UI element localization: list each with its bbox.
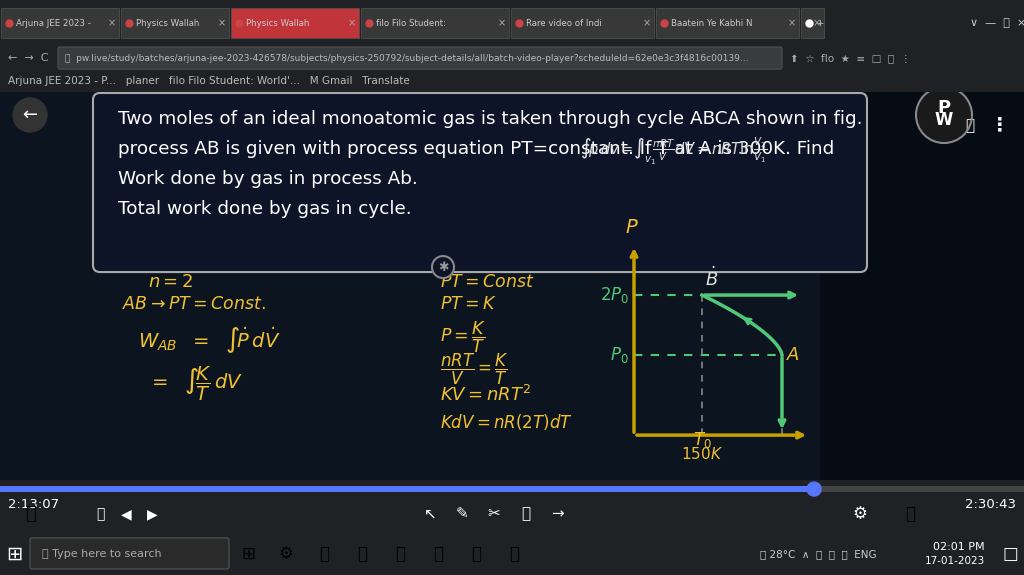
Text: Two moles of an ideal monoatomic gas is taken through cycle ABCA shown in fig.: Two moles of an ideal monoatomic gas is … bbox=[118, 110, 862, 128]
Text: 17-01-2023: 17-01-2023 bbox=[925, 556, 985, 566]
Text: 🌐: 🌐 bbox=[395, 545, 406, 563]
Text: ⊞: ⊞ bbox=[241, 545, 255, 563]
Text: ✎: ✎ bbox=[456, 507, 468, 522]
Text: 🔍 Type here to search: 🔍 Type here to search bbox=[42, 549, 162, 559]
Text: process AB is given with process equation PT=constant. If T at A is 300K. Find: process AB is given with process equatio… bbox=[118, 140, 835, 158]
Text: $150K$: $150K$ bbox=[681, 446, 723, 462]
Bar bbox=[820, 92, 1024, 480]
Text: 🔒  pw.live/study/batches/arjuna-jee-2023-426578/subjects/physics-250792/subject-: 🔒 pw.live/study/batches/arjuna-jee-2023-… bbox=[65, 53, 749, 63]
Text: $A$: $A$ bbox=[786, 346, 800, 364]
Text: $P = \dfrac{K}{T}$: $P = \dfrac{K}{T}$ bbox=[440, 320, 486, 355]
Text: $n = 2$: $n = 2$ bbox=[148, 273, 194, 291]
Text: 2:30:43: 2:30:43 bbox=[965, 498, 1016, 511]
Text: ▶: ▶ bbox=[146, 507, 158, 521]
Text: ⌛: ⌛ bbox=[521, 507, 530, 522]
Text: ←: ← bbox=[23, 106, 38, 124]
Text: ×: × bbox=[643, 18, 651, 28]
Text: $\dfrac{nRT}{V} = \dfrac{K}{T}$: $\dfrac{nRT}{V} = \dfrac{K}{T}$ bbox=[440, 352, 509, 388]
Text: $KdV = nR(2T)dT$: $KdV = nR(2T)dT$ bbox=[440, 412, 572, 432]
FancyBboxPatch shape bbox=[361, 8, 509, 38]
Text: W: W bbox=[935, 111, 953, 129]
Text: 🧮: 🧮 bbox=[509, 545, 519, 563]
Text: $T_0$: $T_0$ bbox=[692, 430, 712, 450]
Text: ⛶: ⛶ bbox=[965, 118, 974, 133]
Text: 02:01 PM: 02:01 PM bbox=[933, 542, 985, 552]
Text: □: □ bbox=[1002, 545, 1018, 563]
Circle shape bbox=[916, 87, 972, 143]
Text: 🔵: 🔵 bbox=[433, 545, 443, 563]
Text: ×: × bbox=[218, 18, 226, 28]
FancyBboxPatch shape bbox=[231, 8, 359, 38]
Text: ⬆  ☆  flo  ★  ≡  □  🔵  ⋮: ⬆ ☆ flo ★ ≡ □ 🔵 ⋮ bbox=[790, 53, 911, 63]
Text: ←  →  C: ← → C bbox=[8, 53, 48, 63]
Text: ⊞: ⊞ bbox=[6, 545, 23, 564]
Text: Arjuna JEE 2023 - P...   planer   filo Filo Student: World'...   M Gmail   Trans: Arjuna JEE 2023 - P... planer filo Filo … bbox=[8, 76, 410, 86]
Text: →: → bbox=[552, 507, 564, 522]
Text: ⚙: ⚙ bbox=[853, 505, 867, 523]
Text: $=\ \ \int\!\dfrac{K}{T}\,dV$: $=\ \ \int\!\dfrac{K}{T}\,dV$ bbox=[148, 365, 243, 403]
Text: 2:13:07: 2:13:07 bbox=[8, 498, 59, 511]
Text: ×: × bbox=[498, 18, 506, 28]
Text: $W_{AB}\ \ =\ \ \int\!\dot{P}\,d\dot{V}$: $W_{AB}\ \ =\ \ \int\!\dot{P}\,d\dot{V}$ bbox=[138, 325, 281, 355]
FancyBboxPatch shape bbox=[30, 538, 229, 569]
Text: ✱: ✱ bbox=[437, 260, 449, 274]
Text: $P$: $P$ bbox=[625, 218, 639, 237]
FancyBboxPatch shape bbox=[511, 8, 654, 38]
FancyBboxPatch shape bbox=[93, 93, 867, 272]
Text: Rare video of Indi: Rare video of Indi bbox=[526, 18, 602, 28]
FancyBboxPatch shape bbox=[656, 8, 799, 38]
Text: Total work done by gas in cycle.: Total work done by gas in cycle. bbox=[118, 200, 412, 218]
Bar bbox=[0, 486, 1024, 492]
Text: $\int\!p\,dv=\!\int_{v_1}\!\frac{nRT}{V}dV=nRT\ln\!\frac{V_2}{V_1}$: $\int\!p\,dv=\!\int_{v_1}\!\frac{nRT}{V}… bbox=[580, 135, 767, 167]
Text: 🏹: 🏹 bbox=[25, 505, 36, 523]
Text: ×: × bbox=[787, 18, 796, 28]
Text: 🌡 28°C  ∧  🔋  📶  🔊  ENG: 🌡 28°C ∧ 🔋 📶 🔊 ENG bbox=[760, 549, 877, 559]
Circle shape bbox=[807, 482, 821, 496]
Text: $P_0$: $P_0$ bbox=[610, 345, 629, 365]
Text: ×: × bbox=[108, 18, 116, 28]
Text: P: P bbox=[937, 99, 950, 117]
Text: ⏮: ⏮ bbox=[96, 507, 104, 521]
Text: 📁: 📁 bbox=[357, 545, 367, 563]
Text: Work done by gas in process Ab.: Work done by gas in process Ab. bbox=[118, 170, 418, 188]
Text: $2P_0$: $2P_0$ bbox=[600, 285, 629, 305]
Text: ◀: ◀ bbox=[121, 507, 131, 521]
Text: ⋮: ⋮ bbox=[990, 115, 1010, 134]
Text: ⚙: ⚙ bbox=[279, 545, 294, 563]
Text: 🎵: 🎵 bbox=[319, 545, 329, 563]
Text: Physics Wallah: Physics Wallah bbox=[246, 18, 309, 28]
Text: $PT = K$: $PT = K$ bbox=[440, 295, 497, 313]
Circle shape bbox=[13, 98, 47, 132]
FancyBboxPatch shape bbox=[121, 8, 229, 38]
Text: ×: × bbox=[813, 18, 821, 28]
Text: 📷: 📷 bbox=[471, 545, 481, 563]
FancyBboxPatch shape bbox=[801, 8, 824, 38]
Text: ∨  —  ⬜  ×: ∨ — ⬜ × bbox=[970, 18, 1024, 28]
Text: $KV = nRT^2$: $KV = nRT^2$ bbox=[440, 385, 531, 405]
Text: filo Filo Student:: filo Filo Student: bbox=[376, 18, 446, 28]
Text: ↖: ↖ bbox=[424, 507, 436, 522]
Text: $PT = Const$: $PT = Const$ bbox=[440, 273, 535, 291]
Text: ×: × bbox=[348, 18, 356, 28]
Text: Physics Wallah: Physics Wallah bbox=[136, 18, 200, 28]
Text: 🔊: 🔊 bbox=[905, 505, 915, 523]
Text: Arjuna JEE 2023 -: Arjuna JEE 2023 - bbox=[16, 18, 93, 28]
FancyBboxPatch shape bbox=[58, 47, 782, 69]
Text: $\dot{B}$: $\dot{B}$ bbox=[705, 267, 718, 290]
FancyBboxPatch shape bbox=[1, 8, 119, 38]
Circle shape bbox=[432, 256, 454, 278]
Text: +: + bbox=[816, 18, 823, 28]
Bar bbox=[0, 486, 814, 492]
Text: Baatein Ye Kabhi N: Baatein Ye Kabhi N bbox=[671, 18, 753, 28]
Text: ✂: ✂ bbox=[487, 507, 501, 522]
Text: $AB \rightarrow PT = Const.$: $AB \rightarrow PT = Const.$ bbox=[122, 295, 266, 313]
